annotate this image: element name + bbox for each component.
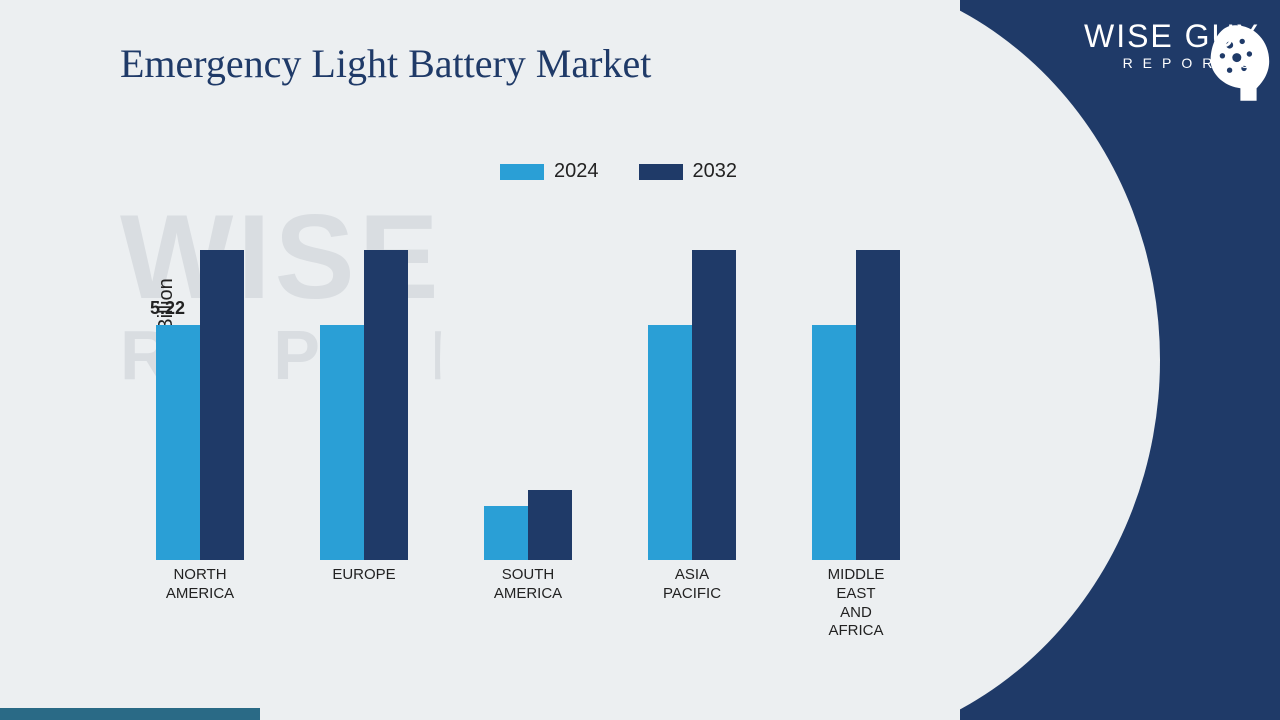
chart-title: Emergency Light Battery Market (120, 40, 651, 87)
chart: Market Size in USD Billion 2024 2032 NOR… (80, 160, 960, 630)
bar (364, 250, 408, 561)
bar (528, 490, 572, 560)
category-label: NORTHAMERICA (140, 560, 260, 604)
logo-line2: REPORTS (1084, 56, 1260, 70)
category-label: MIDDLEEASTANDAFRICA (796, 560, 916, 641)
legend-swatch-2032 (639, 164, 683, 180)
legend-label-2024: 2024 (554, 160, 599, 182)
bar (484, 506, 528, 560)
legend-swatch-2024 (500, 164, 544, 180)
category-label: ASIAPACIFIC (632, 560, 752, 604)
plot-area: NORTHAMERICAEUROPESOUTHAMERICAASIAPACIFI… (140, 200, 960, 560)
page: WISE GUY REPORTS Emergency Light Battery… (0, 0, 1280, 720)
legend-item-2024: 2024 (500, 160, 599, 183)
bar (812, 325, 856, 560)
legend-label-2032: 2032 (693, 160, 738, 182)
bar (856, 250, 900, 561)
bar (156, 325, 200, 560)
legend-item-2032: 2032 (639, 160, 738, 183)
logo: WISE GUY REPORTS (1084, 20, 1260, 70)
footer-accent-bar (0, 708, 260, 720)
legend: 2024 2032 (500, 160, 737, 183)
logo-line1: WISE GUY (1084, 20, 1260, 52)
bar (320, 325, 364, 560)
bar (648, 325, 692, 560)
category-label: EUROPE (304, 560, 424, 585)
bar (692, 250, 736, 561)
data-label: 5.22 (150, 298, 185, 319)
bar (200, 250, 244, 561)
category-label: SOUTHAMERICA (468, 560, 588, 604)
